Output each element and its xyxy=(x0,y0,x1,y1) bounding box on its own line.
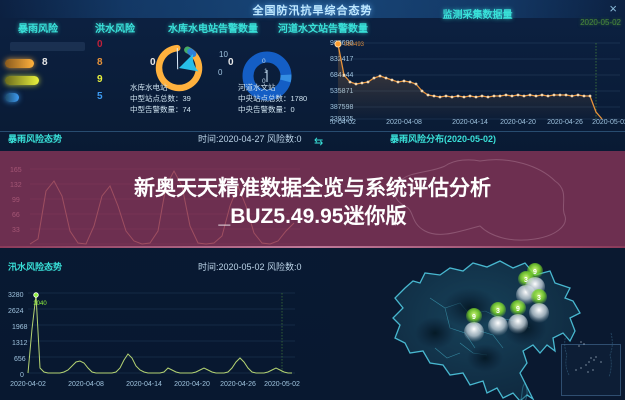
svg-text:2020-04-20: 2020-04-20 xyxy=(500,119,536,125)
svg-text:2020-04-08: 2020-04-08 xyxy=(68,381,104,388)
svg-text:2020-04-14: 2020-04-14 xyxy=(452,119,488,125)
svg-text:2020-04-26: 2020-04-26 xyxy=(220,381,256,388)
svg-text:656: 656 xyxy=(14,356,26,363)
svg-text:2020-04-20: 2020-04-20 xyxy=(174,381,210,388)
svg-text:1312: 1312 xyxy=(12,340,28,347)
svg-text:2020-04-26: 2020-04-26 xyxy=(547,119,583,125)
svg-text:2020-04-14: 2020-04-14 xyxy=(126,381,162,388)
svg-text:2624: 2624 xyxy=(8,308,24,315)
svg-text:3040: 3040 xyxy=(33,301,47,307)
svg-text:1968: 1968 xyxy=(12,324,28,331)
svg-text:2020-05-02: 2020-05-02 xyxy=(592,119,625,125)
svg-text:2020-04-02: 2020-04-02 xyxy=(10,381,46,388)
svg-text:0: 0 xyxy=(20,372,24,379)
svg-text:3280: 3280 xyxy=(8,292,24,299)
svg-text:2020-04-02: 2020-04-02 xyxy=(330,119,356,125)
svg-text:2020-04-08: 2020-04-08 xyxy=(386,119,422,125)
svg-text:2020-05-02: 2020-05-02 xyxy=(264,381,300,388)
